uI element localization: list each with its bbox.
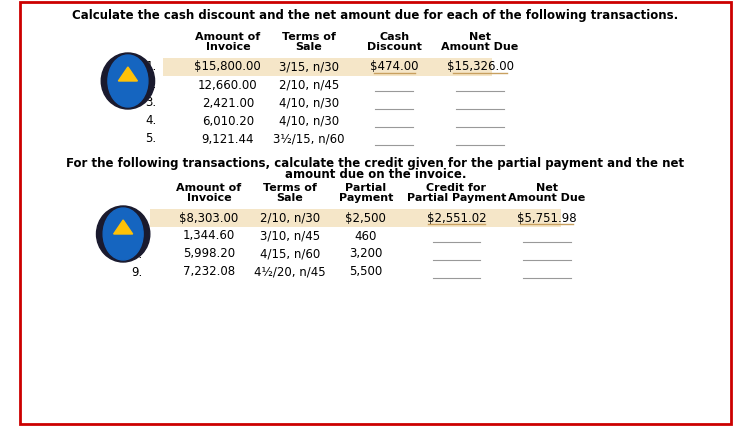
Text: START: START <box>114 80 141 89</box>
Polygon shape <box>119 67 137 81</box>
Text: 6,010.20: 6,010.20 <box>202 115 254 127</box>
Text: Discount: Discount <box>367 42 422 52</box>
Text: 4/10, n/30: 4/10, n/30 <box>279 97 339 109</box>
Text: Net: Net <box>535 183 558 193</box>
Text: 460: 460 <box>354 230 377 242</box>
Text: 1,344.60: 1,344.60 <box>182 230 235 242</box>
Text: 2/10, n/45: 2/10, n/45 <box>279 78 339 92</box>
Text: 12,660.00: 12,660.00 <box>198 78 258 92</box>
Text: 2/10, n/30: 2/10, n/30 <box>260 211 320 225</box>
Text: $2,551.02: $2,551.02 <box>427 211 486 225</box>
Text: WWW: WWW <box>116 89 140 95</box>
Text: WWW: WWW <box>112 242 134 248</box>
Text: Terms of: Terms of <box>282 32 336 42</box>
Text: $2,500: $2,500 <box>345 211 386 225</box>
Text: Partial: Partial <box>345 183 387 193</box>
Text: $15,800.00: $15,800.00 <box>195 60 261 74</box>
Text: For the following transactions, calculate the credit given for the partial payme: For the following transactions, calculat… <box>66 156 684 170</box>
Text: 3/10, n/45: 3/10, n/45 <box>260 230 320 242</box>
Text: Invoice: Invoice <box>206 42 250 52</box>
Text: 1.: 1. <box>145 60 156 74</box>
FancyBboxPatch shape <box>20 2 731 424</box>
Text: JUMP: JUMP <box>116 72 139 81</box>
Text: 5.: 5. <box>146 132 156 146</box>
Text: Amount of: Amount of <box>176 183 242 193</box>
Text: 5,500: 5,500 <box>349 265 382 279</box>
Text: START: START <box>110 233 137 242</box>
Text: Net: Net <box>469 32 491 42</box>
Text: Amount Due: Amount Due <box>442 42 519 52</box>
Circle shape <box>101 53 155 109</box>
FancyBboxPatch shape <box>163 58 492 76</box>
Text: 7.: 7. <box>131 230 142 242</box>
Text: 3,200: 3,200 <box>349 248 382 261</box>
Text: 2,421.00: 2,421.00 <box>202 97 254 109</box>
Text: 8.: 8. <box>131 248 142 261</box>
Polygon shape <box>113 220 133 234</box>
Text: 5,998.20: 5,998.20 <box>182 248 235 261</box>
Ellipse shape <box>108 55 148 107</box>
Text: Invoice: Invoice <box>186 193 231 203</box>
Text: Partial Payment: Partial Payment <box>406 193 506 203</box>
Text: Credit for: Credit for <box>427 183 487 193</box>
Ellipse shape <box>103 208 143 260</box>
Text: 7,232.08: 7,232.08 <box>182 265 235 279</box>
Text: Calculate the cash discount and the net amount due for each of the following tra: Calculate the cash discount and the net … <box>72 9 679 23</box>
Text: $15,326.00: $15,326.00 <box>447 60 514 74</box>
Text: $5,751.98: $5,751.98 <box>517 211 577 225</box>
Text: 4/15, n/60: 4/15, n/60 <box>260 248 320 261</box>
Text: JUMP: JUMP <box>112 225 134 233</box>
Text: 4/10, n/30: 4/10, n/30 <box>279 115 339 127</box>
Circle shape <box>96 206 149 262</box>
Text: 4½/20, n/45: 4½/20, n/45 <box>254 265 325 279</box>
Text: Amount of: Amount of <box>195 32 261 42</box>
Text: 4.: 4. <box>145 115 156 127</box>
Text: 2.: 2. <box>145 78 156 92</box>
Text: 3/15, n/30: 3/15, n/30 <box>279 60 339 74</box>
Text: 3.: 3. <box>146 97 156 109</box>
Text: Payment: Payment <box>339 193 393 203</box>
Text: Amount Due: Amount Due <box>508 193 585 203</box>
Text: Sale: Sale <box>295 42 322 52</box>
Text: Terms of: Terms of <box>263 183 317 193</box>
Text: amount due on the invoice.: amount due on the invoice. <box>285 167 466 181</box>
Text: $8,303.00: $8,303.00 <box>179 211 239 225</box>
Text: 9,121.44: 9,121.44 <box>201 132 254 146</box>
Text: $474.00: $474.00 <box>370 60 419 74</box>
Text: Cash: Cash <box>379 32 409 42</box>
Text: Sale: Sale <box>276 193 303 203</box>
FancyBboxPatch shape <box>149 209 561 227</box>
Text: 3½/15, n/60: 3½/15, n/60 <box>273 132 345 146</box>
Text: 6.: 6. <box>131 211 142 225</box>
Text: 9.: 9. <box>131 265 142 279</box>
